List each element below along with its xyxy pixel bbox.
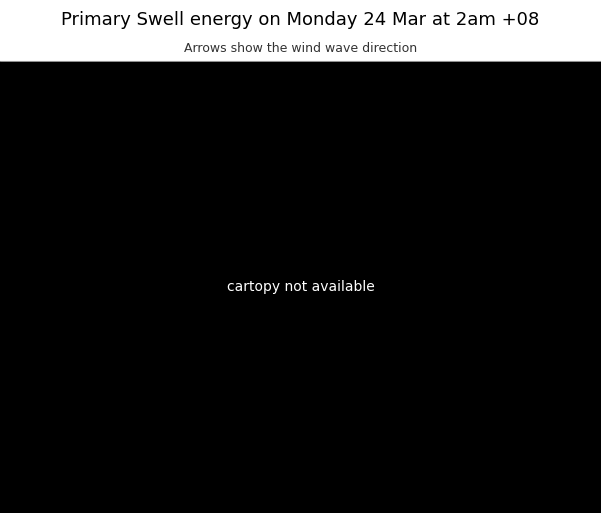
Text: Arrows show the wind wave direction: Arrows show the wind wave direction: [184, 42, 417, 55]
Text: Primary Swell energy on Monday 24 Mar at 2am +08: Primary Swell energy on Monday 24 Mar at…: [61, 11, 540, 29]
Text: cartopy not available: cartopy not available: [227, 281, 374, 294]
